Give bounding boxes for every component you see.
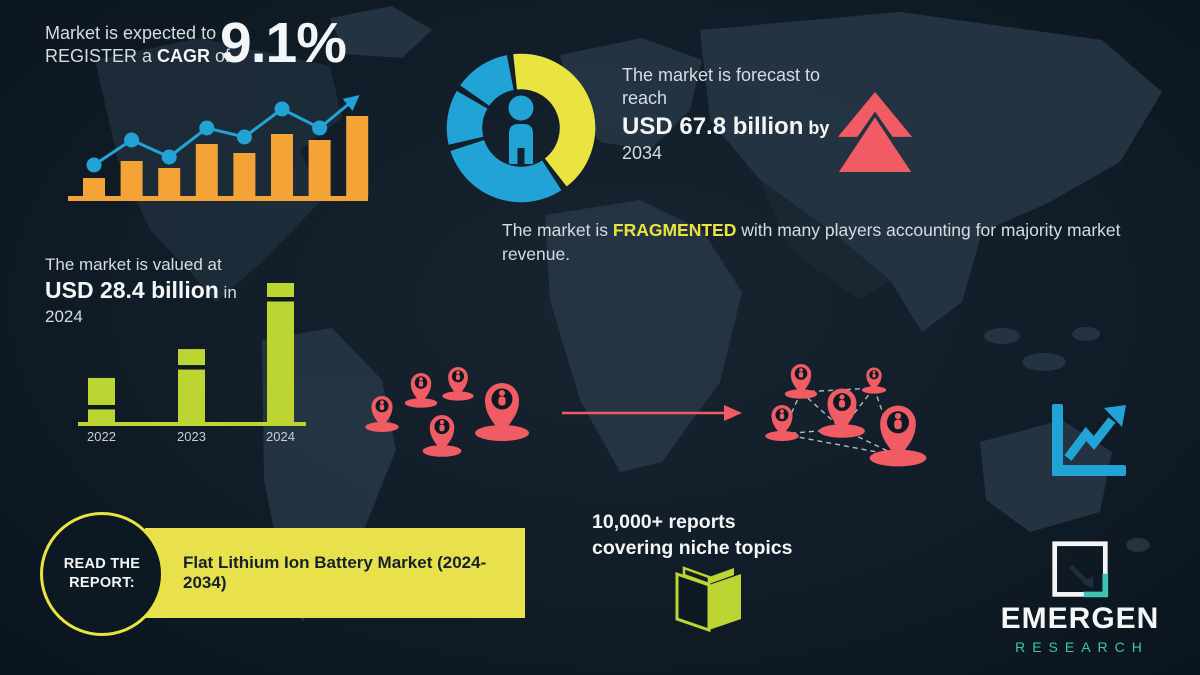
reports-note: 10,000+ reports covering niche topics: [592, 510, 792, 561]
cagr-bar-line-chart: [68, 95, 369, 201]
svg-text:2022: 2022: [87, 429, 116, 444]
brand-block: EMERGEN RESEARCH: [1000, 540, 1160, 655]
brand-name: EMERGEN: [1000, 602, 1160, 635]
growth-chart-icon: [1052, 404, 1126, 476]
valuation-text-block: The market is valued at USD 28.4 billion…: [45, 254, 237, 328]
brand-subtitle: RESEARCH: [1015, 639, 1149, 655]
cagr-line2-pre: REGISTER a: [45, 45, 158, 66]
forecast-suffix: by: [803, 117, 830, 138]
flow-arrow-head: [724, 405, 742, 421]
valuation-year: 2024: [45, 306, 83, 326]
report-banner[interactable]: Flat Lithium Ion Battery Market (2024-20…: [145, 528, 525, 618]
forecast-line2: reach: [622, 88, 668, 109]
svg-text:2023: 2023: [177, 429, 206, 444]
valuation-value: USD 28.4 billion: [45, 277, 219, 304]
fragmented-pre: The market is: [502, 220, 613, 240]
cagr-line2-post: of: [210, 45, 231, 66]
valuation-bar-chart: 2022 2023 2024: [78, 283, 306, 444]
report-title: Flat Lithium Ion Battery Market (2024-20…: [183, 553, 487, 592]
fragmented-post: with many players accounting for majorit…: [502, 220, 1121, 265]
brand-logo-icon: [1052, 541, 1109, 598]
cagr-line2: REGISTER a CAGR of: [45, 45, 230, 68]
forecast-year: 2034: [622, 142, 663, 163]
forecast-value: USD 67.8 billion: [622, 112, 804, 140]
read-report-label: READ THE REPORT:: [63, 556, 141, 591]
cagr-line2-bold: CAGR: [157, 45, 211, 66]
reports-line1: 10,000+ reports: [592, 511, 736, 533]
open-book-icon: [675, 566, 741, 633]
market-share-donut-chart: [446, 53, 596, 203]
read-report-button[interactable]: READ THE REPORT:: [40, 512, 164, 636]
fragmented-note: The market is FRAGMENTED with many playe…: [502, 218, 1152, 266]
reports-line2: covering niche topics: [592, 536, 793, 559]
cagr-text-block: Market is expected to REGISTER a CAGR of: [45, 22, 230, 67]
valuation-value-line: USD 28.4 billion in: [45, 276, 237, 306]
growth-up-double-arrow-icon: [837, 92, 913, 173]
fragmented-highlight: FRAGMENTED: [612, 220, 737, 240]
forecast-value-line: USD 67.8 billion by: [622, 111, 922, 142]
cagr-line1: Market is expected to: [45, 23, 217, 43]
forecast-line1: The market is forecast to: [622, 65, 821, 85]
valuation-suffix: in: [218, 283, 237, 303]
cagr-value: 9.1%: [220, 11, 347, 75]
valuation-line1: The market is valued at: [45, 255, 222, 274]
svg-text:2024: 2024: [266, 429, 295, 444]
forecast-text-block: The market is forecast to reach USD 67.8…: [622, 64, 922, 165]
